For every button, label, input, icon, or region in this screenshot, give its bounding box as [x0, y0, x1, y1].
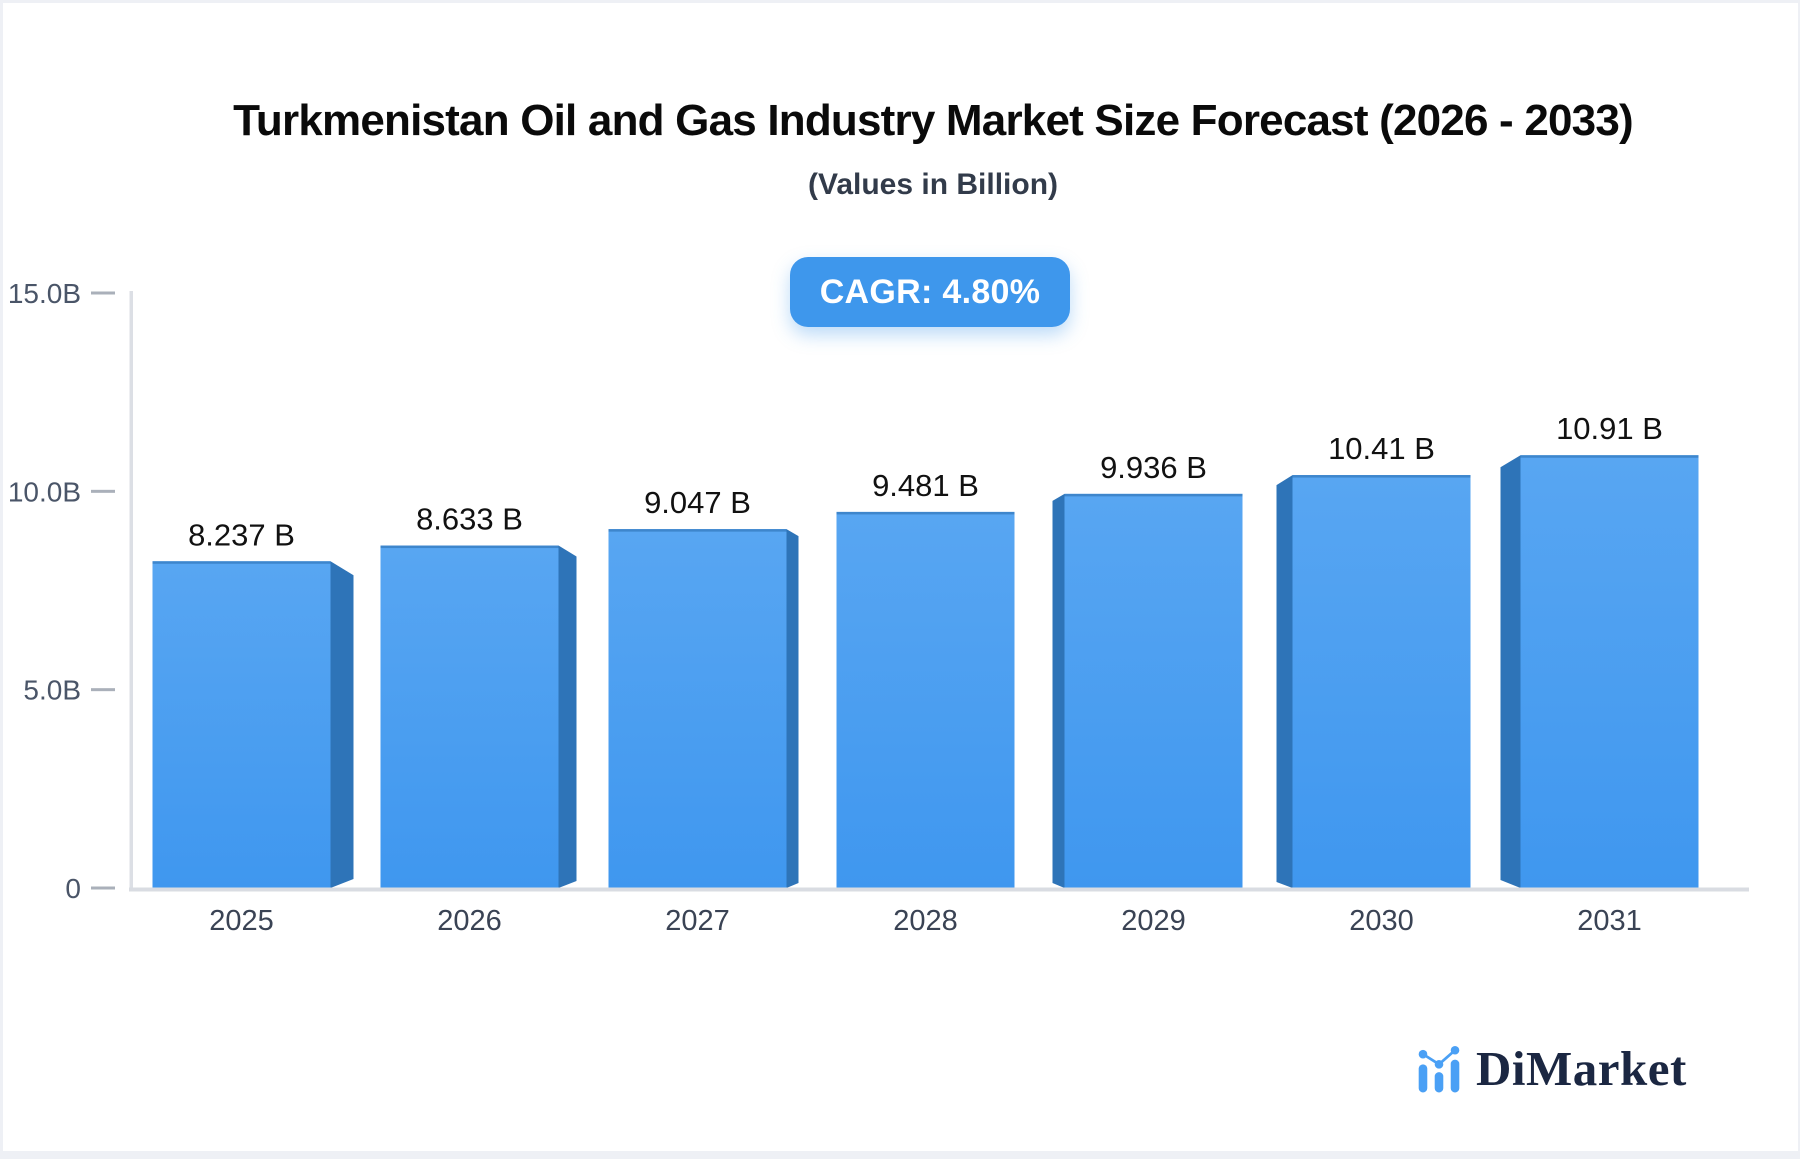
logo-bar [1435, 1072, 1444, 1092]
bar-top-edge [1065, 494, 1243, 497]
bar-value-label-2026: 8.633 B [416, 502, 523, 537]
bar-2028: 9.481 B [837, 468, 1015, 888]
x-axis-line [129, 888, 1749, 892]
logo-bar [1419, 1064, 1428, 1092]
x-axis-label-2030: 2030 [1349, 905, 1414, 937]
bar-value-label-2027: 9.047 B [644, 485, 751, 520]
bar-side-face [331, 561, 354, 888]
bar-top-edge [153, 561, 331, 564]
dimarket-logo: DiMarket [1417, 1041, 1687, 1097]
bar-front-face [153, 561, 331, 888]
cagr-badge-label: CAGR: 4.80% [820, 273, 1041, 312]
x-axis-label-2031: 2031 [1577, 905, 1642, 937]
y-axis-label: 15.0B [8, 278, 81, 309]
bar-value-label-2029: 9.936 B [1100, 450, 1207, 485]
bar-2030: 10.41 B [1277, 431, 1471, 888]
bar-front-face [1065, 494, 1243, 888]
bar-chart-logo-icon [1417, 1044, 1461, 1094]
chart-subtitle: (Values in Billion) [53, 167, 1800, 203]
bar-front-face [1293, 475, 1471, 888]
bar-2029: 9.936 B [1053, 450, 1243, 888]
bar-2025: 8.237 B [153, 517, 354, 888]
x-axis-label-2026: 2026 [437, 905, 502, 937]
y-axis-line [130, 291, 134, 889]
y-axis-tick [91, 490, 115, 493]
logo-dot [1419, 1050, 1428, 1059]
x-axis-label-2027: 2027 [665, 905, 730, 937]
bar-top-edge [1293, 475, 1471, 478]
x-axis-label-2029: 2029 [1121, 905, 1186, 937]
bar-value-label-2025: 8.237 B [188, 517, 295, 552]
x-axis-label-2028: 2028 [893, 905, 958, 937]
bar-value-label-2031: 10.91 B [1556, 411, 1663, 446]
logo-wordmark: DiMarket [1476, 1041, 1687, 1097]
y-axis-tick [91, 688, 115, 691]
chart-title: Turkmenistan Oil and Gas Industry Market… [53, 95, 1800, 147]
bar-front-face [609, 529, 787, 888]
bar-2031: 10.91 B [1501, 411, 1699, 888]
cagr-badge: CAGR: 4.80% [790, 257, 1070, 327]
bar-top-edge [1521, 455, 1699, 458]
bar-top-edge [381, 546, 559, 549]
bar-side-face [1501, 455, 1521, 888]
chart-card: 15.0B 10.0B 5.0B 0 8.237 B 2025 8.633 B 2026 9.0… [3, 3, 1798, 1151]
bar-value-label-2030: 10.41 B [1328, 431, 1435, 466]
bar-front-face [381, 546, 559, 888]
y-axis-label: 5.0B [23, 675, 81, 706]
y-axis-label: 10.0B [8, 476, 81, 507]
x-axis-label-2025: 2025 [209, 905, 274, 937]
logo-dot [1435, 1060, 1444, 1069]
chart-header: Turkmenistan Oil and Gas Industry Market… [53, 95, 1800, 203]
y-axis-label: 0 [65, 873, 81, 904]
bar-2026: 8.633 B [381, 502, 577, 888]
bar-top-edge [837, 512, 1015, 514]
bar-top-edge [609, 529, 787, 532]
bar-front-face [1521, 455, 1699, 888]
bar-side-face [559, 546, 577, 888]
y-axis-tick [91, 292, 115, 295]
bar-value-label-2028: 9.481 B [872, 468, 979, 503]
bar-side-face [1277, 475, 1293, 888]
bar-side-face [787, 529, 799, 888]
bar-side-face [1053, 494, 1065, 888]
bar-front-face [837, 512, 1015, 888]
bar-2027: 9.047 B [609, 485, 799, 888]
logo-bar [1451, 1060, 1460, 1093]
logo-dot [1451, 1046, 1460, 1055]
y-axis-tick [91, 887, 115, 890]
